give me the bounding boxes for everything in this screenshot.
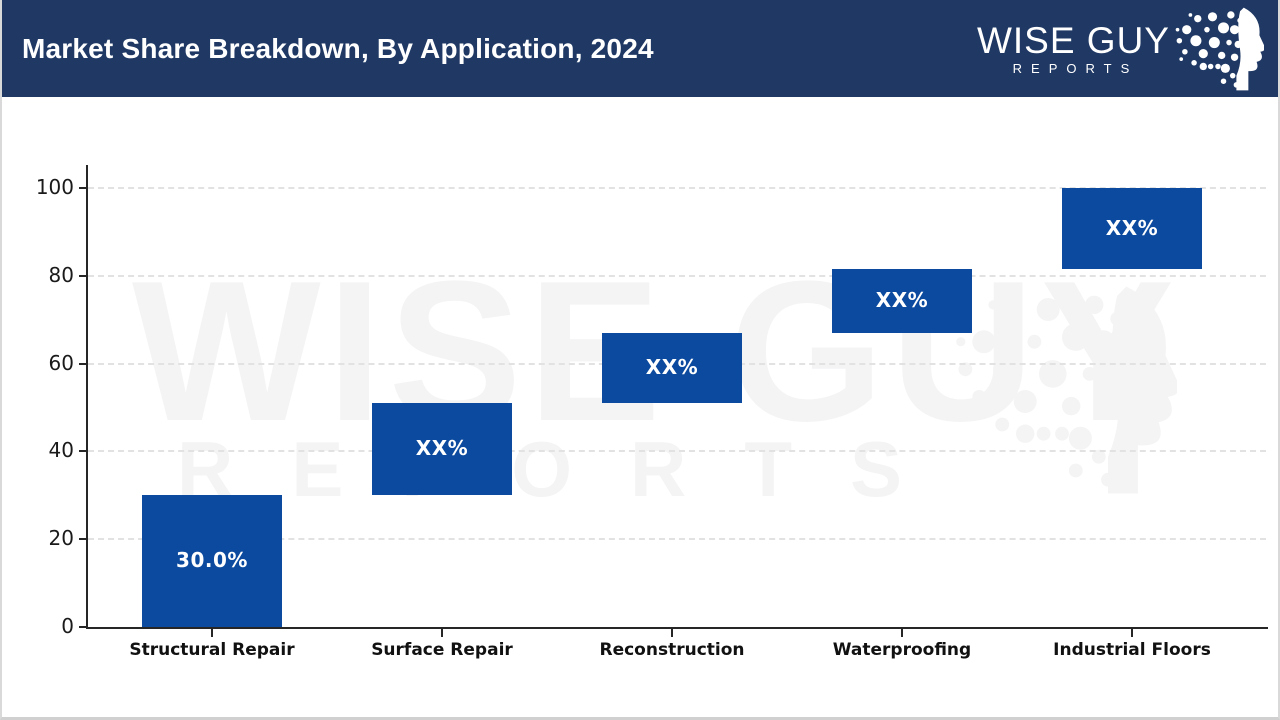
brand-name: WISE GUY bbox=[976, 19, 1170, 61]
brand-head-icon bbox=[1172, 7, 1264, 91]
y-tick-mark-20 bbox=[79, 538, 87, 541]
header-bar: Market Share Breakdown, By Application, … bbox=[2, 0, 1278, 97]
x-tick-mark bbox=[671, 629, 673, 637]
x-axis-line bbox=[86, 627, 1268, 629]
x-tick-mark bbox=[211, 629, 213, 637]
y-tick-label-0: 0 bbox=[61, 614, 74, 638]
bar-waterproofing: XX% bbox=[832, 269, 972, 333]
x-tick-label-reconstruction: Reconstruction bbox=[599, 640, 745, 660]
gridline-y-100 bbox=[88, 187, 1266, 189]
x-tick-label-industrial-floors: Industrial Floors bbox=[1053, 640, 1211, 660]
y-tick-mark-0 bbox=[79, 626, 87, 628]
bar-reconstruction: XX% bbox=[602, 332, 742, 404]
x-tick-mark bbox=[1131, 629, 1133, 637]
y-tick-mark-60 bbox=[79, 362, 87, 365]
y-tick-label-80: 80 bbox=[48, 262, 74, 287]
y-tick-label-40: 40 bbox=[48, 438, 74, 463]
gridline-y-80 bbox=[88, 274, 1266, 277]
chart-title: Market Share Breakdown, By Application, … bbox=[22, 32, 654, 64]
x-tick-mark bbox=[441, 629, 443, 637]
x-tick-label-waterproofing: Waterproofing bbox=[832, 640, 972, 660]
bar-value-label: XX% bbox=[415, 436, 469, 461]
brand-logo: WISE GUY REPORTS bbox=[977, 7, 1264, 91]
brand-logo-text: WISE GUY REPORTS bbox=[977, 22, 1170, 76]
x-tick-label-surface-repair: Surface Repair bbox=[371, 640, 513, 660]
y-tick-label-60: 60 bbox=[48, 350, 74, 375]
bar-value-label: XX% bbox=[1105, 215, 1159, 240]
bar-value-label: XX% bbox=[645, 354, 699, 379]
bar-industrial-floors: XX% bbox=[1062, 188, 1202, 270]
x-tick-label-structural-repair: Structural Repair bbox=[129, 640, 295, 660]
bar-value-label: XX% bbox=[875, 287, 929, 312]
x-tick-mark bbox=[901, 629, 903, 637]
gridline-y-20 bbox=[88, 538, 1266, 541]
y-tick-label-100: 100 bbox=[35, 175, 74, 199]
y-tick-label-20: 20 bbox=[48, 526, 74, 551]
y-tick-mark-80 bbox=[79, 274, 87, 277]
bar-value-label: 30.0% bbox=[176, 547, 248, 572]
y-tick-mark-40 bbox=[79, 450, 87, 453]
bar-structural-repair: 30.0% bbox=[142, 495, 282, 627]
y-axis-line bbox=[86, 165, 88, 629]
brand-subtitle: REPORTS bbox=[1012, 60, 1139, 76]
y-tick-mark-100 bbox=[79, 187, 87, 189]
bar-surface-repair: XX% bbox=[372, 403, 512, 496]
gridline-y-40 bbox=[88, 450, 1266, 453]
